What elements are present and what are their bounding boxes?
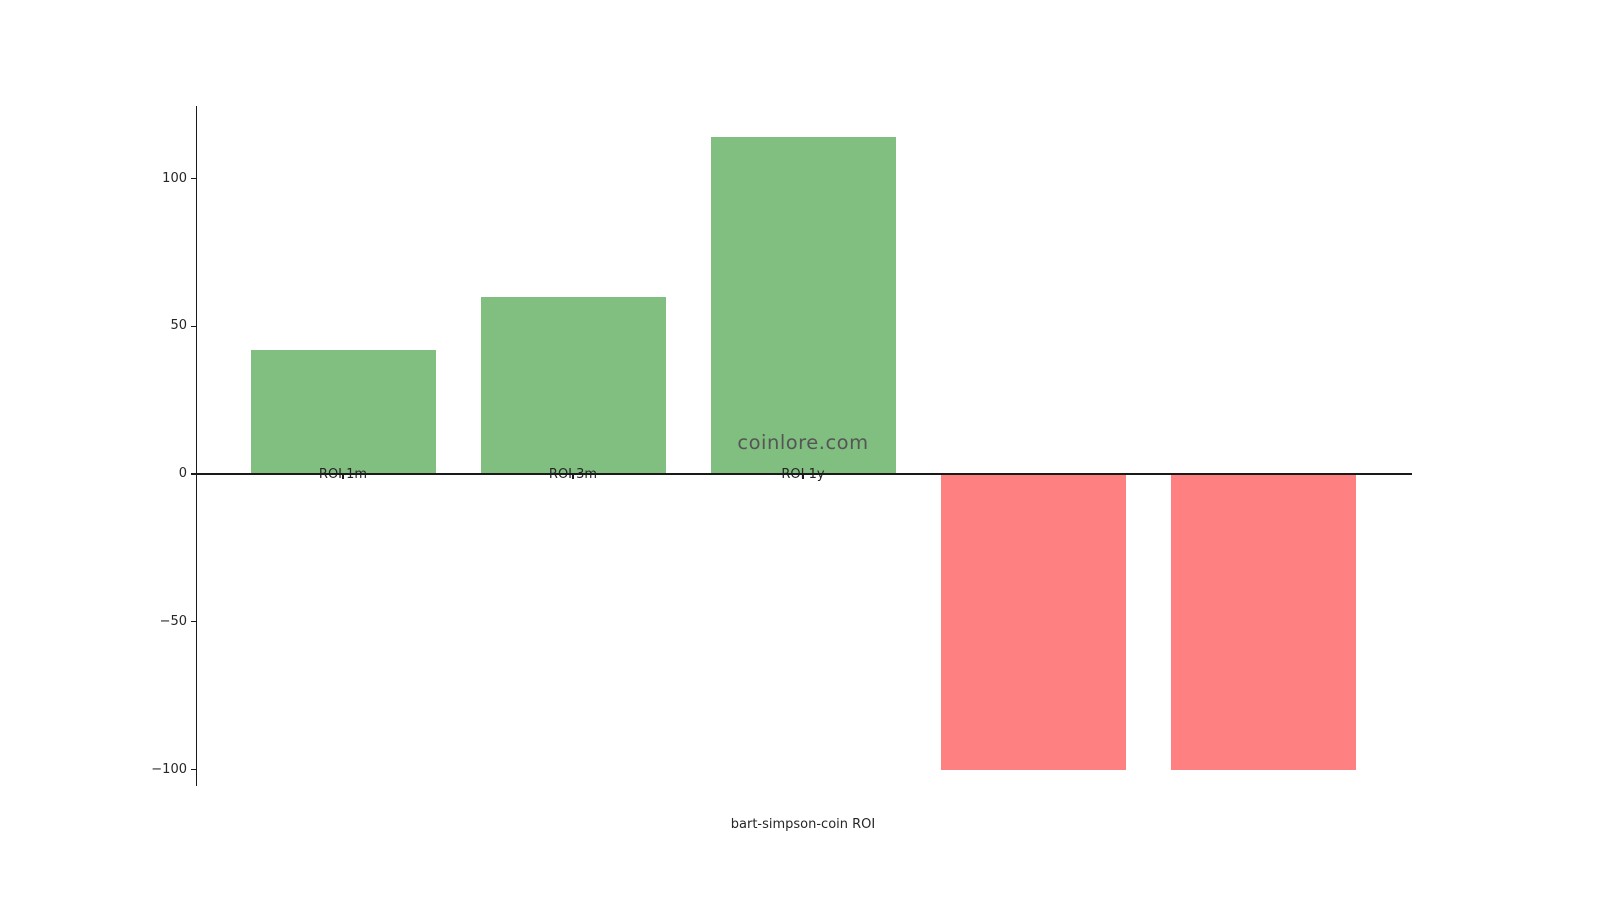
y-tick-label: 100	[162, 170, 187, 186]
y-tick-mark	[191, 177, 196, 180]
watermark: coinlore.com	[737, 431, 869, 454]
y-tick-mark	[191, 473, 196, 475]
y-tick-label: 0	[178, 466, 187, 481]
x-tick-mark	[572, 474, 574, 479]
y-axis-spine	[195, 106, 197, 786]
y-tick-label: −100	[151, 761, 187, 777]
y-tick-mark	[191, 621, 196, 623]
bar-roi-3m	[480, 296, 666, 474]
bar-unlabeled-4	[1170, 474, 1356, 770]
y-tick-mark	[191, 768, 196, 771]
y-tick-label: 50	[170, 318, 187, 334]
x-tick-mark	[342, 474, 344, 479]
chart-title: bart-simpson-coin ROI	[730, 817, 876, 832]
bar-roi-1y	[710, 137, 896, 474]
bar-unlabeled-3	[940, 474, 1126, 770]
x-tick-mark	[802, 474, 804, 479]
bar-roi-1m	[250, 349, 436, 474]
y-tick-label: −50	[159, 613, 187, 629]
y-tick-mark	[191, 325, 196, 327]
